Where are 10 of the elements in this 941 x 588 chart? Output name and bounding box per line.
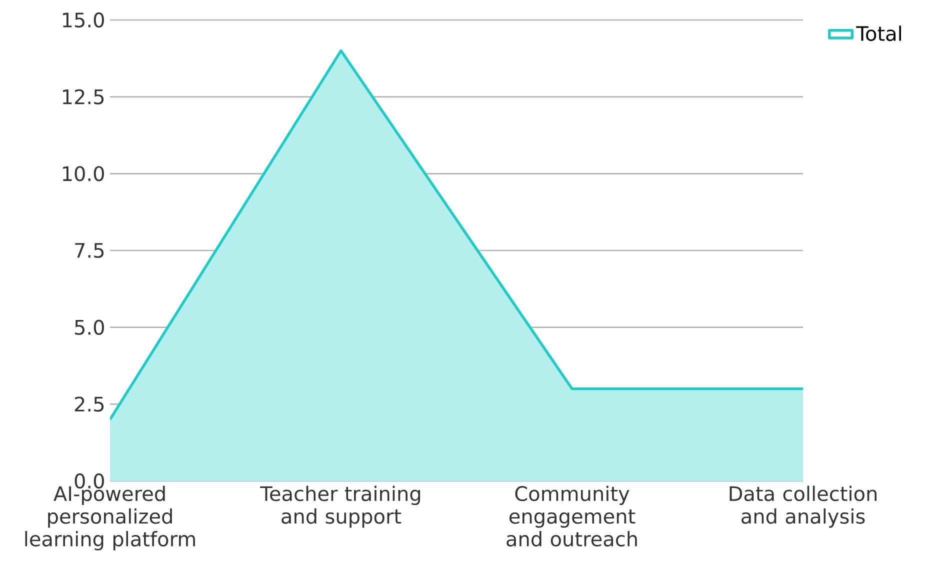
y-tick-label: 15.0 xyxy=(62,12,104,28)
y-tick-label: 12.5 xyxy=(62,89,104,104)
y-tick-label: 10.0 xyxy=(62,166,104,182)
x-tick-label: Data collection and analysis xyxy=(730,486,877,528)
y-tick-label: 2.5 xyxy=(74,396,104,412)
y-tick-label: 7.5 xyxy=(75,243,104,258)
x-tick-label: Teacher training and support xyxy=(260,486,420,528)
legend-label: Total xyxy=(856,26,902,42)
y-tick-label: 5.0 xyxy=(75,320,104,335)
x-tick-label: Community engagement and outreach xyxy=(506,486,637,547)
